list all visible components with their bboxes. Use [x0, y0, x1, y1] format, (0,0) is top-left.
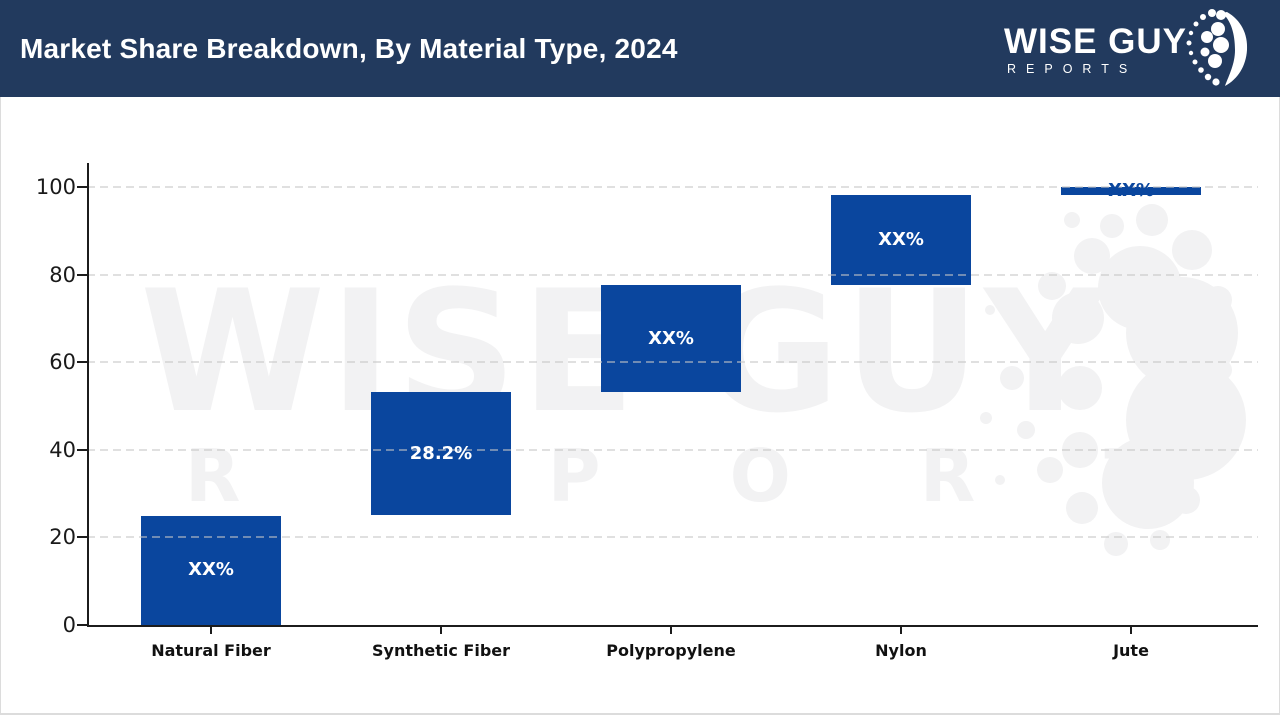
bar-natural-fiber	[141, 515, 281, 625]
y-tick-label-100: 100	[35, 175, 76, 199]
y-tick-mark-0	[77, 624, 87, 626]
watermark-face-icon	[980, 204, 1246, 556]
gridline-40	[87, 448, 1258, 451]
bar-value-label: XX%	[648, 327, 694, 349]
y-axis-line	[87, 163, 89, 627]
bar-value-label: 28.2%	[409, 442, 473, 464]
brand-logo-text: WISE GUY REPORTS	[1004, 21, 1188, 76]
y-tick-label-40: 40	[49, 437, 76, 462]
x-category-label: Nylon	[875, 641, 927, 660]
bar-value-label: XX%	[188, 559, 234, 581]
brand-face-icon	[1186, 9, 1248, 86]
x-category-label: Synthetic Fiber	[371, 641, 511, 660]
header-bar: Market Share Breakdown, By Material Type…	[0, 0, 1280, 97]
bar-synthetic-fiber	[371, 391, 511, 516]
y-tick-label-60: 60	[49, 350, 76, 375]
x-tick-mark-1	[210, 627, 212, 634]
x-tick-mark-4	[900, 627, 902, 634]
watermark-text-line1: WISE GUY	[140, 254, 1111, 450]
x-category-label: Polypropylene	[606, 641, 736, 660]
y-tick-mark-100	[77, 186, 87, 188]
bottom-hairline	[0, 713, 1280, 715]
x-tick-mark-3	[670, 627, 672, 634]
gridline-20	[87, 536, 1258, 539]
y-tick-mark-20	[77, 536, 87, 539]
y-tick-label-0: 0	[62, 613, 76, 637]
chart-title: Market Share Breakdown, By Material Type…	[20, 32, 678, 64]
x-axis-line	[87, 625, 1258, 627]
brand-name: WISE GUY	[1004, 21, 1188, 61]
bar-value-label: XX%	[1108, 179, 1154, 201]
bar-value-label: XX%	[878, 228, 924, 250]
bar-polypropylene	[601, 285, 741, 392]
bar-jute	[1061, 187, 1201, 195]
x-category-label: Jute	[1113, 641, 1149, 660]
y-tick-mark-80	[77, 273, 87, 276]
left-hairline	[0, 97, 1, 715]
x-category-label: Natural Fiber	[151, 641, 271, 660]
gridline-100	[87, 186, 1258, 188]
brand-subname: REPORTS	[1007, 61, 1138, 76]
y-tick-label-80: 80	[49, 262, 76, 287]
y-tick-label-20: 20	[49, 525, 76, 550]
bar-nylon	[831, 194, 971, 286]
brand-logo: WISE GUY REPORTS	[1004, 4, 1266, 94]
gridline-80	[87, 273, 1258, 276]
y-tick-mark-60	[77, 361, 87, 364]
y-tick-mark-40	[77, 448, 87, 451]
x-tick-mark-5	[1130, 627, 1132, 634]
x-tick-mark-2	[440, 627, 442, 634]
gridline-60	[87, 361, 1258, 364]
